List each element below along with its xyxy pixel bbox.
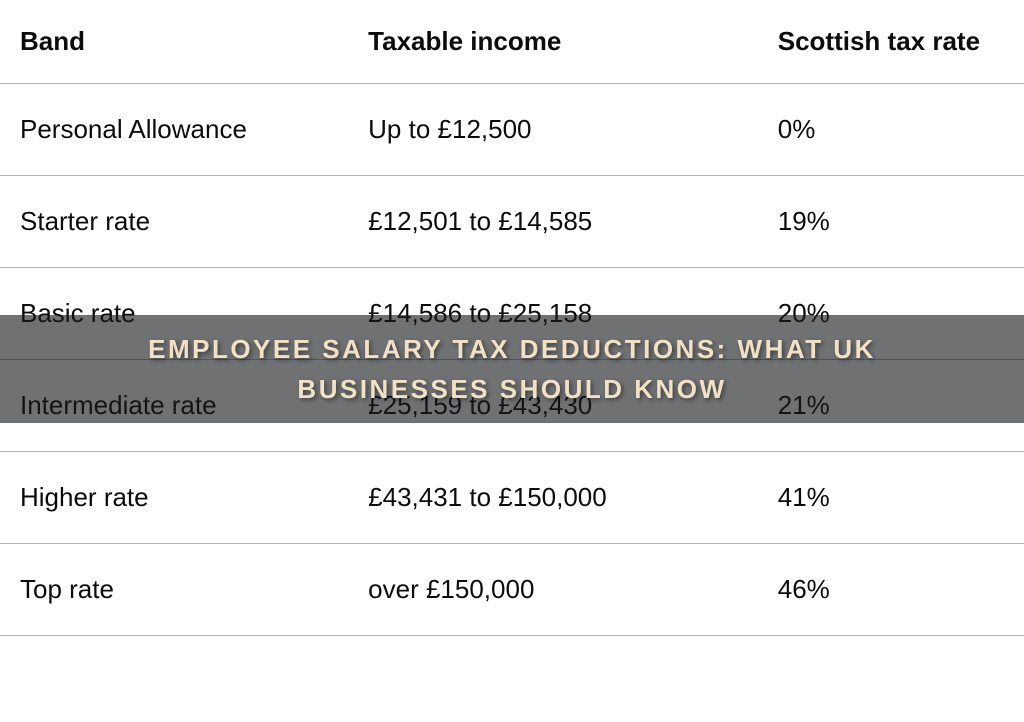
table-row: Starter rate £12,501 to £14,585 19% [0,176,1024,268]
cell-band: Higher rate [0,452,348,544]
cell-band: Starter rate [0,176,348,268]
table-row: Personal Allowance Up to £12,500 0% [0,84,1024,176]
title-overlay-text: EMPLOYEE SALARY TAX DEDUCTIONS: WHAT UK … [120,329,904,410]
cell-band: Personal Allowance [0,84,348,176]
cell-rate: 19% [758,176,1024,268]
col-header-rate: Scottish tax rate [758,0,1024,84]
cell-rate: 0% [758,84,1024,176]
col-header-income: Taxable income [348,0,758,84]
col-header-band: Band [0,0,348,84]
cell-rate: 46% [758,544,1024,636]
title-overlay-band: EMPLOYEE SALARY TAX DEDUCTIONS: WHAT UK … [0,315,1024,423]
cell-income: Up to £12,500 [348,84,758,176]
table-header-row: Band Taxable income Scottish tax rate [0,0,1024,84]
table-row: Higher rate £43,431 to £150,000 41% [0,452,1024,544]
cell-income: £12,501 to £14,585 [348,176,758,268]
cell-band: Top rate [0,544,348,636]
table-row: Top rate over £150,000 46% [0,544,1024,636]
cell-income: £43,431 to £150,000 [348,452,758,544]
cell-income: over £150,000 [348,544,758,636]
cell-rate: 41% [758,452,1024,544]
